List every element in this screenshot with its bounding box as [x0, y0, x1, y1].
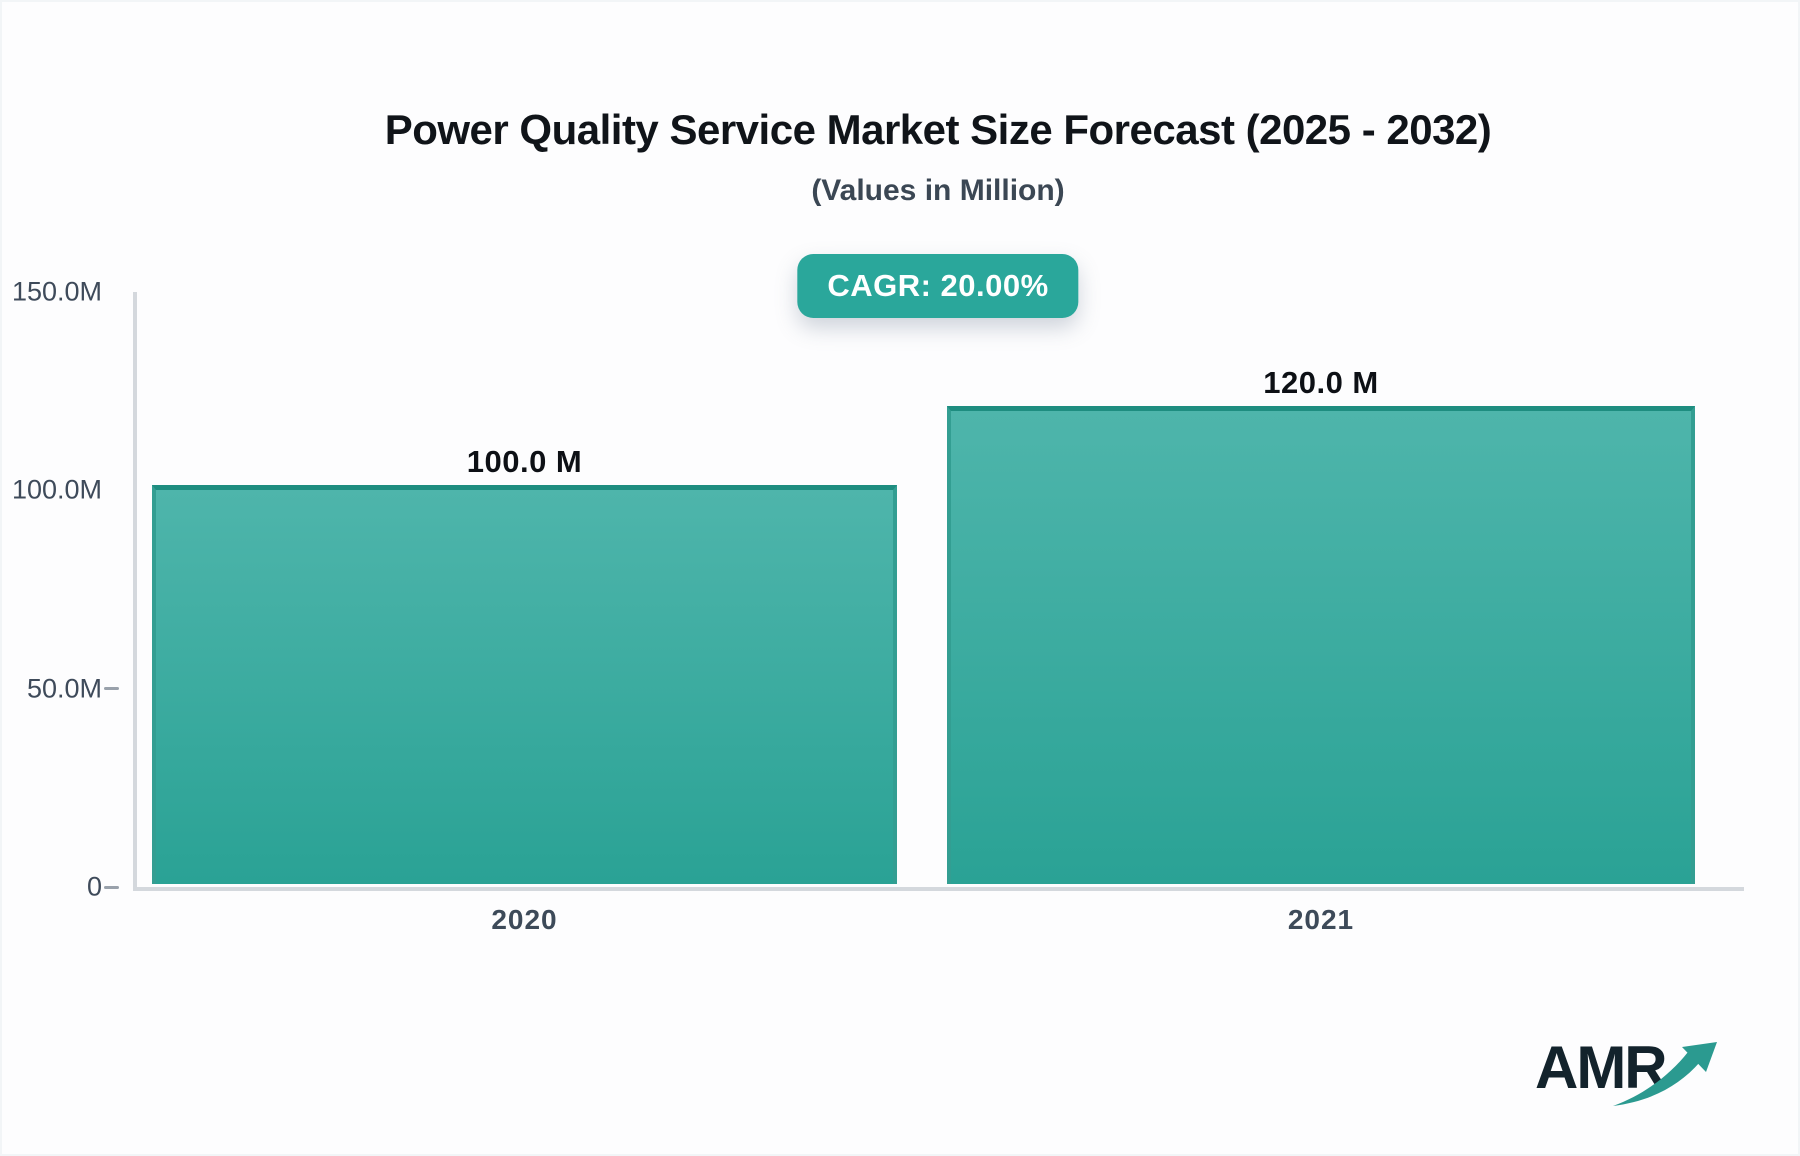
x-axis-label-2020: 2020	[491, 904, 558, 935]
bar-2021: 120.0 M	[947, 365, 1695, 884]
amr-logo-text: AMR	[1535, 1034, 1668, 1101]
trend-up-arrow-icon	[1611, 1040, 1719, 1113]
bar-value-label-2020: 100.0 M	[466, 444, 583, 479]
bar-value-label-2021: 120.0 M	[1263, 365, 1379, 400]
y-tick-label-150m: 150.0M	[11, 276, 102, 307]
y-tick-mark-0	[104, 886, 119, 889]
y-tick-label-100m: 100.0M	[11, 474, 102, 505]
y-axis-line	[133, 292, 137, 891]
chart-subtitle: (Values in Million)	[811, 174, 1065, 207]
bar-2020: 100.0 M	[152, 444, 897, 884]
amr-logo: AMR	[1535, 1030, 1717, 1120]
cagr-badge: CAGR: 20.00%	[797, 254, 1079, 318]
y-tick-mark-50m	[104, 687, 119, 690]
x-axis-label-2021: 2021	[1287, 904, 1355, 935]
y-tick-label-0: 0	[86, 871, 102, 902]
chart-title: Power Quality Service Market Size Foreca…	[384, 106, 1492, 153]
x-axis-line	[133, 887, 1744, 891]
y-tick-label-50m: 50.0M	[26, 673, 102, 704]
